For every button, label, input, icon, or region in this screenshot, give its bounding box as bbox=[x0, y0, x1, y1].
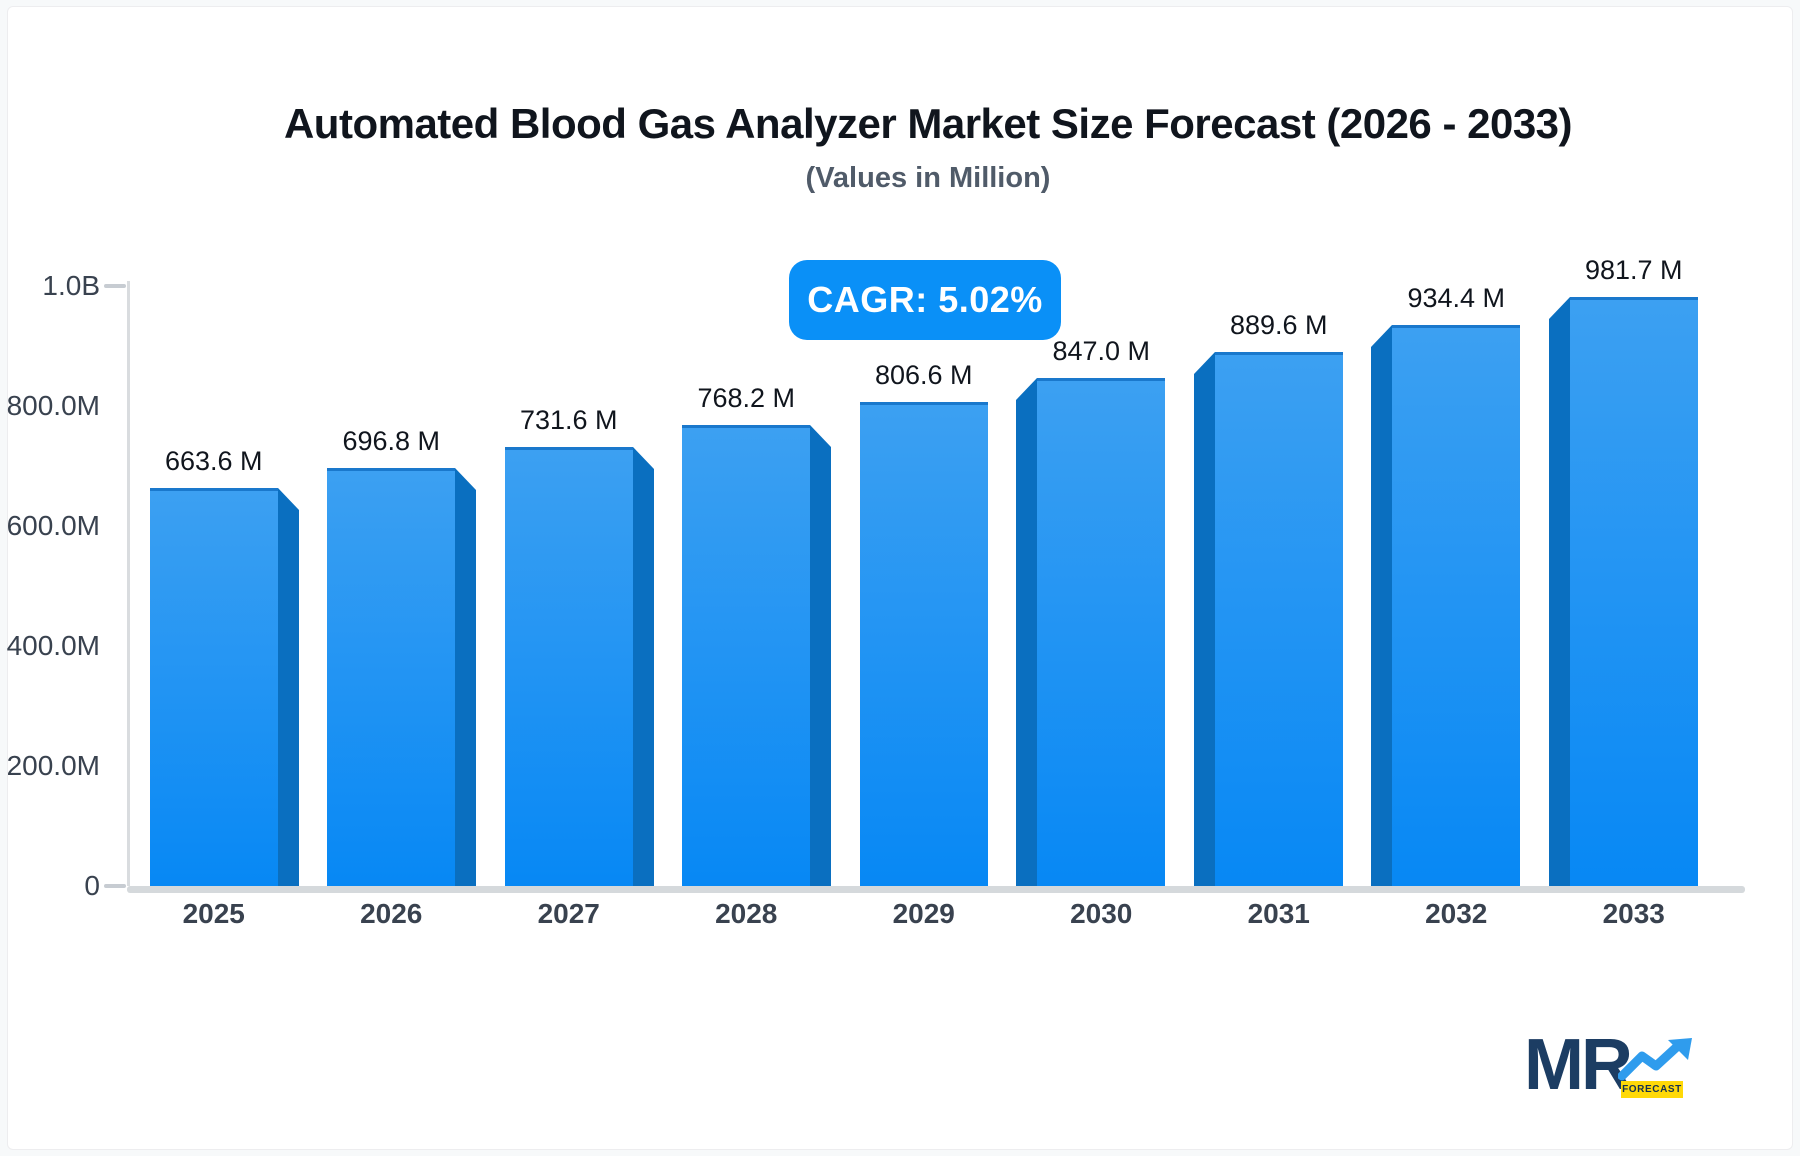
cagr-badge-label: CAGR: 5.02% bbox=[807, 279, 1043, 320]
y-axis-line bbox=[127, 281, 130, 886]
x-tick-label-2031: 2031 bbox=[1247, 898, 1310, 929]
bar-2026-side-face bbox=[455, 468, 476, 886]
bar-2027 bbox=[505, 447, 633, 886]
y-tick-label-800.0M: 800.0M bbox=[6, 390, 100, 421]
mr-forecast-logo: MR FORECAST bbox=[1524, 1025, 1724, 1112]
bar-value-label-2033: 981.7 M bbox=[1584, 255, 1683, 285]
bar-2030 bbox=[1037, 378, 1165, 886]
bar-2030-side-face bbox=[1016, 378, 1037, 886]
y-tick-label-1.0B: 1.0B bbox=[42, 270, 100, 301]
bar-2027-side-face bbox=[633, 447, 654, 886]
y-tick-label-400.0M: 400.0M bbox=[6, 630, 100, 661]
bar-2028-side-face bbox=[810, 425, 831, 886]
bar-2032-side-face bbox=[1371, 325, 1392, 886]
x-axis-line bbox=[127, 886, 1745, 893]
bar-2025 bbox=[150, 488, 278, 886]
x-tick-label-2027: 2027 bbox=[537, 898, 600, 929]
bar-value-label-2030: 847.0 M bbox=[1052, 336, 1151, 366]
bar-2026 bbox=[327, 468, 455, 886]
bar-2033 bbox=[1570, 297, 1698, 886]
y-tick-mark bbox=[104, 884, 126, 888]
bar-2029 bbox=[860, 402, 988, 886]
y-tick-label-200.0M: 200.0M bbox=[6, 750, 100, 781]
bar-value-label-2025: 663.6 M bbox=[164, 446, 263, 476]
bar-2031 bbox=[1215, 352, 1343, 886]
x-tick-label-2028: 2028 bbox=[715, 898, 778, 929]
bar-2033-side-face bbox=[1549, 297, 1570, 886]
logo-mr-text: MR bbox=[1524, 1025, 1633, 1105]
x-tick-label-2026: 2026 bbox=[360, 898, 423, 929]
bar-value-label-2032: 934.4 M bbox=[1407, 283, 1506, 313]
x-tick-label-2033: 2033 bbox=[1602, 898, 1665, 929]
cagr-badge: CAGR: 5.02% bbox=[789, 260, 1061, 340]
y-tick-label-0: 0 bbox=[84, 870, 100, 901]
bar-value-label-2028: 768.2 M bbox=[697, 383, 796, 413]
x-tick-label-2025: 2025 bbox=[182, 898, 245, 929]
x-tick-label-2029: 2029 bbox=[892, 898, 955, 929]
bar-2032 bbox=[1392, 325, 1520, 886]
x-tick-label-2030: 2030 bbox=[1070, 898, 1133, 929]
bar-value-label-2027: 731.6 M bbox=[519, 405, 618, 435]
bar-2031-side-face bbox=[1194, 352, 1215, 886]
x-tick-label-2032: 2032 bbox=[1425, 898, 1488, 929]
bar-2028 bbox=[682, 425, 810, 886]
bar-2025-side-face bbox=[278, 488, 299, 886]
logo-trend-arrow-icon bbox=[1617, 1038, 1696, 1089]
logo-forecast-badge: FORECAST bbox=[1621, 1081, 1683, 1098]
bar-value-label-2031: 889.6 M bbox=[1229, 310, 1328, 340]
bar-value-label-2029: 806.6 M bbox=[874, 360, 973, 390]
chart-title: Automated Blood Gas Analyzer Market Size… bbox=[283, 100, 1573, 147]
y-tick-mark bbox=[104, 284, 126, 288]
y-tick-label-600.0M: 600.0M bbox=[6, 510, 100, 541]
chart-subtitle: (Values in Million) bbox=[805, 162, 1051, 194]
bar-value-label-2026: 696.8 M bbox=[342, 426, 441, 456]
